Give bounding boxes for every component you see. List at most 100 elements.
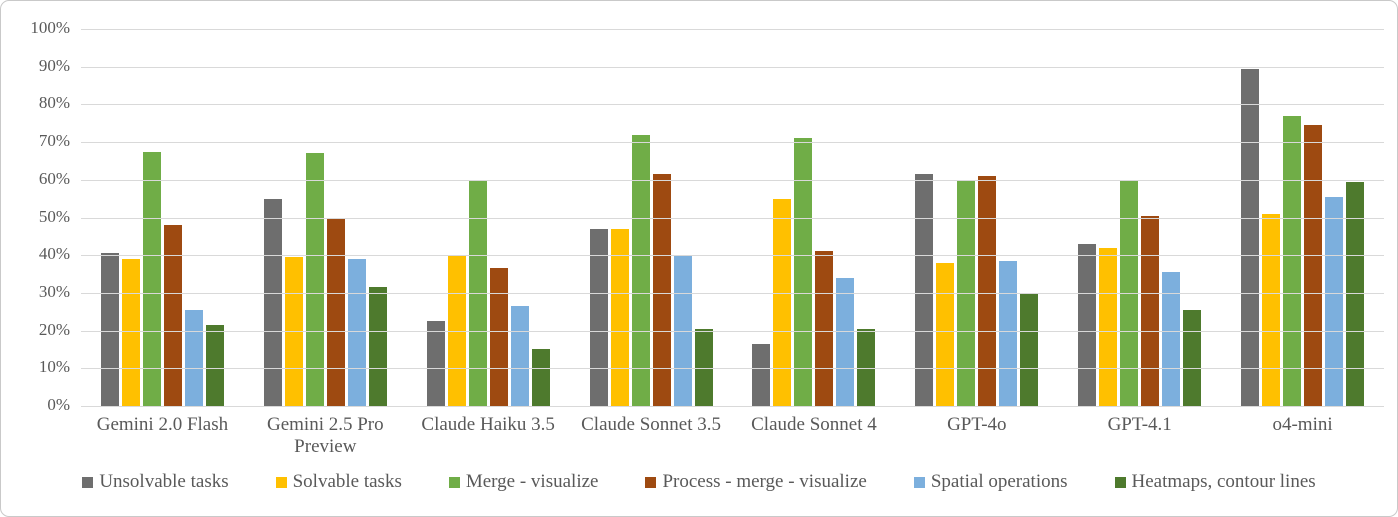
legend-swatch-icon <box>82 476 94 488</box>
legend-item-heatmaps-contour-lines: Heatmaps, contour lines <box>1114 471 1316 493</box>
gridline-70 <box>81 142 1384 144</box>
y-tick-label: 0% <box>47 395 70 414</box>
bar-process-merge-visualize <box>815 251 834 406</box>
x-category-label: GPT-4.1 <box>1058 414 1221 458</box>
legend-label: Heatmaps, contour lines <box>1131 471 1316 492</box>
bar-solvable-tasks <box>1099 247 1118 406</box>
gridline-20 <box>81 330 1384 332</box>
bar-spatial-operations <box>184 309 203 406</box>
x-category-label: o4-mini <box>1221 414 1384 458</box>
bar-spatial-operations <box>1162 272 1181 406</box>
bar-merge-visualize <box>631 134 650 406</box>
y-tick-label: 20% <box>38 319 70 339</box>
bar-process-merge-visualize <box>489 268 508 406</box>
bar-process-merge-visualize <box>163 225 182 406</box>
legend-swatch-icon <box>1114 476 1126 488</box>
bar-heatmaps-contour-lines <box>531 349 550 406</box>
plot-area: Gemini 2.0 Flash Gemini 2.5 Pro Preview Cl… <box>30 18 1384 457</box>
legend-item-merge-visualize: Merge - visualize <box>448 471 599 493</box>
x-category-label: Claude Haiku 3.5 <box>407 414 570 458</box>
y-tick-label: 70% <box>38 131 70 151</box>
legend-label: Spatial operations <box>930 471 1068 492</box>
gridline-80 <box>81 104 1384 106</box>
gridline-100 <box>81 29 1384 30</box>
bar-heatmaps-contour-lines <box>1020 292 1039 406</box>
x-category-label: Gemini 2.5 Pro Preview <box>244 414 407 458</box>
legend-label: Unsolvable tasks <box>99 471 229 492</box>
x-category-label-text: o4-mini <box>1272 414 1333 435</box>
x-category-label-text: Claude Haiku 3.5 <box>421 414 555 435</box>
bar-solvable-tasks <box>610 228 629 406</box>
y-tick-label: 50% <box>38 206 70 226</box>
legend-swatch-icon <box>448 476 460 488</box>
x-category-label-text: Claude Sonnet 3.5 <box>581 414 721 435</box>
bar-group-o4-mini <box>1221 29 1384 406</box>
bar-group-claude-sonnet-4 <box>733 29 896 406</box>
bar-heatmaps-contour-lines <box>694 328 713 406</box>
bar-process-merge-visualize <box>978 176 997 406</box>
bar-group-gpt-4-1 <box>1058 29 1221 406</box>
legend-swatch-icon <box>645 476 657 488</box>
bar-process-merge-visualize <box>326 217 345 406</box>
x-category-label-text: Gemini 2.0 Flash <box>96 414 229 435</box>
bar-unsolvable-tasks <box>1078 243 1097 406</box>
bar-heatmaps-contour-lines <box>368 287 387 406</box>
gridline-90 <box>81 66 1384 68</box>
x-category-label-text: Claude Sonnet 4 <box>751 414 877 435</box>
y-tick-label: 100% <box>30 18 70 37</box>
legend-item-spatial-operations: Spatial operations <box>913 471 1068 493</box>
bar-unsolvable-tasks <box>426 321 445 406</box>
x-category-label: GPT-4o <box>895 414 1058 458</box>
legend-swatch-icon <box>275 476 287 488</box>
legend-item-solvable-tasks: Solvable tasks <box>275 471 402 493</box>
bar-heatmaps-contour-lines <box>857 328 876 406</box>
bar-process-merge-visualize <box>1304 125 1323 406</box>
bar-heatmaps-contour-lines <box>205 324 224 406</box>
y-tick-label: 80% <box>38 93 70 113</box>
bar-merge-visualize <box>142 151 161 406</box>
bar-spatial-operations <box>347 258 366 406</box>
x-category-label-text: Gemini 2.5 Pro Preview <box>266 414 384 457</box>
bar-unsolvable-tasks <box>915 174 934 406</box>
bar-solvable-tasks <box>121 258 140 406</box>
legend-swatch-icon <box>913 476 925 488</box>
gridline-50 <box>81 217 1384 219</box>
y-tick-label: 60% <box>38 168 70 188</box>
bar-merge-visualize <box>305 153 324 406</box>
bar-solvable-tasks <box>773 198 792 406</box>
legend-label: Merge - visualize <box>465 471 599 492</box>
x-category-label: Gemini 2.0 Flash <box>81 414 244 458</box>
bar-spatial-operations <box>836 277 855 406</box>
gridline-30 <box>81 292 1384 294</box>
bar-unsolvable-tasks <box>1241 68 1260 406</box>
bar-merge-visualize <box>1283 115 1302 406</box>
legend-item-process-merge-visualize: Process - merge - visualize <box>645 471 867 493</box>
bar-merge-visualize <box>794 138 813 406</box>
bar-process-merge-visualize <box>1141 215 1160 406</box>
bar-solvable-tasks <box>1262 213 1281 406</box>
bar-spatial-operations <box>999 260 1018 406</box>
bar-unsolvable-tasks <box>752 343 771 406</box>
x-category-label-text: GPT-4o <box>947 414 1007 435</box>
legend-label: Process - merge - visualize <box>662 471 867 492</box>
y-tick-label: 40% <box>38 244 70 264</box>
x-category-label: Claude Sonnet 4 <box>733 414 896 458</box>
gridline-40 <box>81 255 1384 257</box>
bar-heatmaps-contour-lines <box>1183 309 1202 406</box>
y-tick-label: 90% <box>38 55 70 75</box>
gridline-60 <box>81 179 1384 181</box>
gridline-10 <box>81 368 1384 370</box>
legend: Unsolvable tasks Solvable tasks Merge - vi… <box>1 471 1397 493</box>
bar-unsolvable-tasks <box>100 253 119 406</box>
bar-process-merge-visualize <box>652 174 671 406</box>
gridline-0 <box>81 406 1384 407</box>
x-category-label: Claude Sonnet 3.5 <box>570 414 733 458</box>
bar-spatial-operations <box>510 306 529 406</box>
x-axis: Gemini 2.0 Flash Gemini 2.5 Pro Preview Cl… <box>81 406 1384 458</box>
bar-spatial-operations <box>1325 196 1344 406</box>
legend-label: Solvable tasks <box>292 471 402 492</box>
bar-solvable-tasks <box>936 262 955 406</box>
y-tick-label: 10% <box>38 357 70 377</box>
legend-item-unsolvable-tasks: Unsolvable tasks <box>82 471 229 493</box>
